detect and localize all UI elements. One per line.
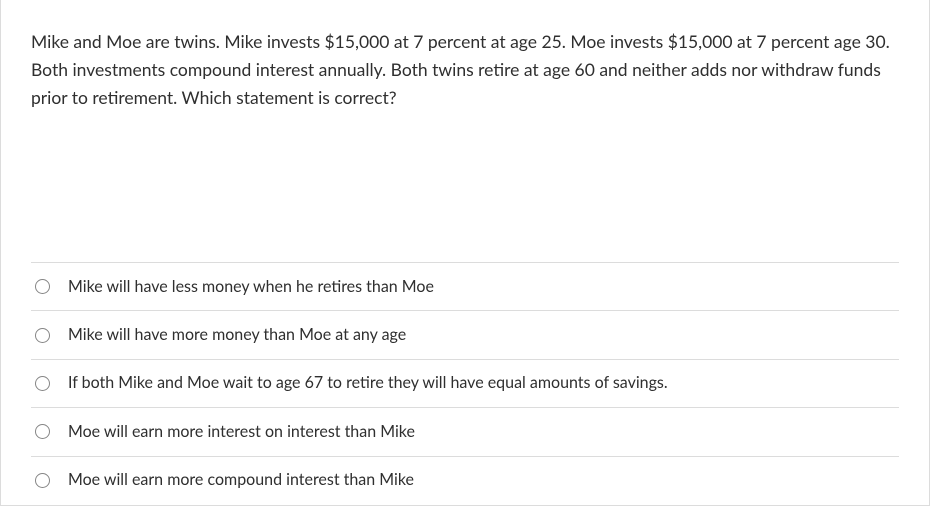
option-label: Mike will have less money when he retire…	[68, 276, 434, 298]
radio-icon[interactable]	[35, 328, 50, 343]
option-label: Mike will have more money than Moe at an…	[68, 324, 406, 346]
option-label: If both Mike and Moe wait to age 67 to r…	[68, 372, 668, 394]
radio-icon[interactable]	[35, 376, 50, 391]
option-label: Moe will earn more interest on interest …	[68, 421, 415, 443]
option-row[interactable]: Mike will have more money than Moe at an…	[31, 310, 899, 358]
option-row[interactable]: Moe will earn more interest on interest …	[31, 407, 899, 455]
radio-icon[interactable]	[35, 473, 50, 488]
radio-icon[interactable]	[35, 279, 50, 294]
option-label: Moe will earn more compound interest tha…	[68, 469, 414, 491]
option-row[interactable]: Moe will earn more compound interest tha…	[31, 456, 899, 504]
option-row[interactable]: Mike will have less money when he retire…	[31, 262, 899, 310]
question-text: Mike and Moe are twins. Mike invests $15…	[31, 28, 899, 112]
question-card: Mike and Moe are twins. Mike invests $15…	[0, 0, 930, 506]
options-list: Mike will have less money when he retire…	[31, 262, 899, 504]
option-row[interactable]: If both Mike and Moe wait to age 67 to r…	[31, 359, 899, 407]
radio-icon[interactable]	[35, 424, 50, 439]
